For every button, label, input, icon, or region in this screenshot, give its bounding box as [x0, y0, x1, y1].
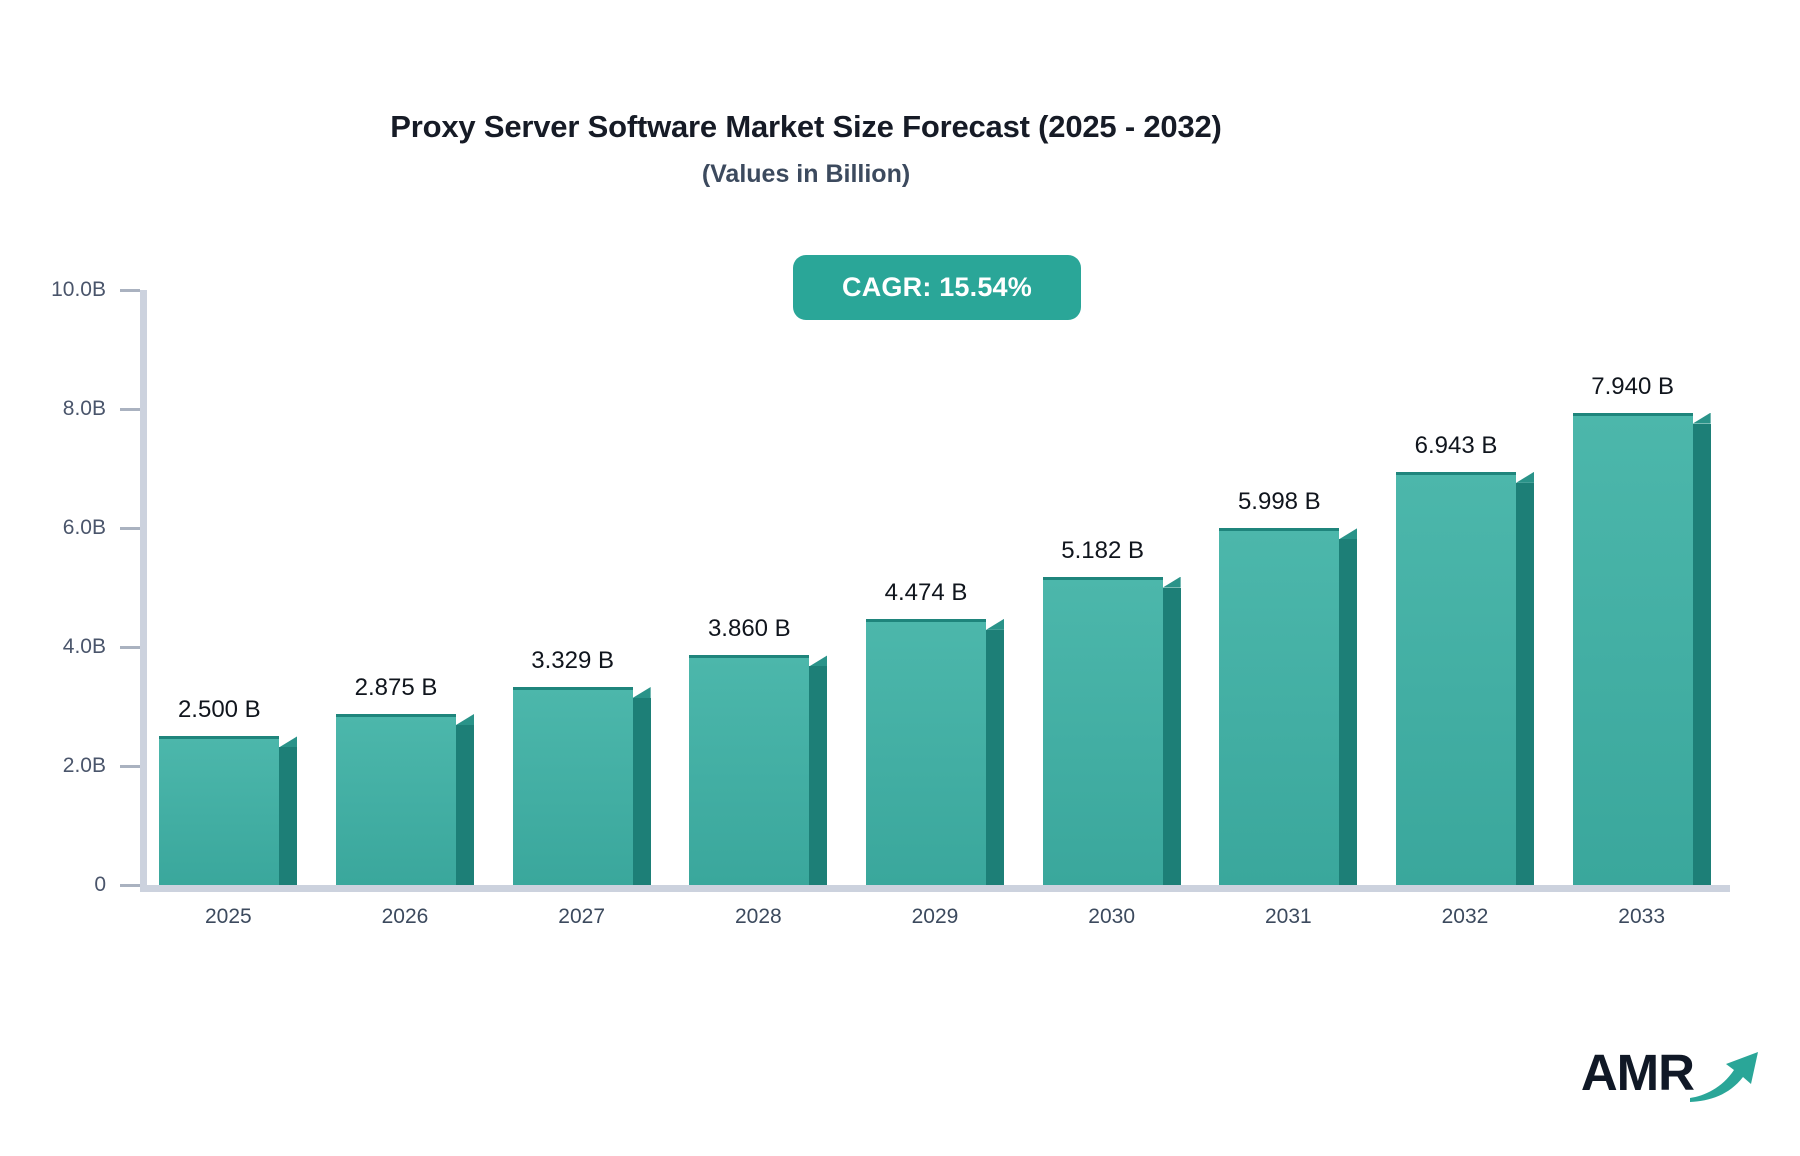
x-axis-label: 2032	[1441, 905, 1489, 928]
y-axis-tick-mark	[120, 645, 140, 649]
y-axis-tick-mark	[120, 526, 140, 530]
bar-front-face	[336, 713, 456, 885]
bar-value-label: 2.500 B	[177, 696, 261, 724]
y-axis-tick-mark	[120, 883, 140, 887]
bar-top-bevel	[456, 713, 474, 725]
y-axis-tick-mark	[120, 764, 140, 768]
bar-side-face	[809, 666, 828, 885]
page-title: Proxy Server Software Market Size Foreca…	[390, 109, 1222, 144]
growth-arrow-icon	[1688, 1046, 1762, 1102]
x-axis-label: 2031	[1264, 905, 1312, 928]
bar[interactable]	[1042, 576, 1181, 885]
bar-column[interactable]: 5.998 B	[1219, 290, 1358, 885]
x-axis-label: 2025	[204, 905, 252, 928]
bar-column[interactable]: 2.500 B	[159, 290, 298, 885]
y-axis-tick-label: 2.0B	[62, 754, 106, 777]
bar-value-label: 3.329 B	[531, 646, 615, 674]
x-axis-label: 2027	[558, 905, 606, 928]
bar-front-face	[1042, 576, 1163, 885]
bar-side-face	[456, 724, 474, 885]
bar[interactable]	[1572, 412, 1711, 885]
bar-front-face	[1396, 471, 1516, 885]
title-block: Proxy Server Software Market Size Foreca…	[0, 108, 1612, 189]
bar-value-label: 2.875 B	[354, 673, 438, 701]
bar[interactable]	[159, 736, 298, 885]
bar-value-label: 6.943 B	[1414, 431, 1498, 459]
bar-column[interactable]: 6.943 B	[1396, 290, 1534, 885]
bar[interactable]	[1219, 528, 1358, 885]
bar[interactable]	[689, 655, 828, 885]
bar-front-face	[1219, 528, 1340, 885]
plot-area: 10.0B 8.0B 6.0B 4.0B 2.0B 0 2.500 B 2.875 B 3.3…	[51, 278, 1730, 896]
y-axis-tick-label: 0	[94, 873, 106, 896]
bar-value-label: 7.940 B	[1591, 372, 1675, 400]
y-axis-tick: 2.0B	[24, 754, 140, 778]
logo-text: AMR	[1580, 1044, 1695, 1101]
x-axis-label: 2029	[911, 905, 959, 928]
bar[interactable]	[1396, 471, 1534, 885]
bar-side-face	[279, 747, 298, 885]
bar-top-bevel	[1162, 576, 1181, 588]
bar-value-label: 5.998 B	[1237, 488, 1321, 516]
y-axis-tick-label: 4.0B	[62, 635, 106, 658]
bar-value-label: 5.182 B	[1061, 536, 1145, 564]
bar-top-bevel	[986, 618, 1004, 630]
bar-top-bevel	[1339, 528, 1358, 540]
bar-side-face	[632, 697, 651, 885]
x-axis-label: 2026	[381, 905, 429, 928]
y-axis-tick: 8.0B	[24, 397, 140, 421]
x-axis-label: 2033	[1618, 905, 1666, 928]
bar-top-bevel	[632, 686, 651, 698]
y-axis-tick-mark	[120, 407, 140, 411]
y-axis-tick: 6.0B	[24, 516, 140, 540]
bar[interactable]	[512, 686, 651, 885]
bar-top-bevel	[1516, 471, 1534, 483]
bar-column[interactable]: 3.329 B	[512, 290, 651, 885]
x-axis-line	[140, 885, 1730, 892]
bar-top-bevel	[279, 736, 298, 748]
bar-front-face	[689, 655, 810, 885]
bar-front-face	[1572, 412, 1693, 885]
y-axis-tick: 4.0B	[24, 635, 140, 659]
bar[interactable]	[336, 713, 474, 885]
bar[interactable]	[866, 618, 1004, 885]
bar-top-bevel	[809, 655, 828, 667]
x-axis-label: 2028	[734, 905, 782, 928]
y-axis-tick-label: 8.0B	[62, 397, 106, 420]
bar-column[interactable]: 5.182 B	[1042, 290, 1181, 885]
bar-front-face	[866, 618, 986, 885]
bar-column[interactable]: 2.875 B	[336, 290, 474, 885]
cagr-badge: CAGR: 15.54%	[793, 255, 1081, 320]
amr-logo: AMR	[1580, 1044, 1762, 1102]
bar-series: 2.500 B 2.875 B 3.329 B 3.860 B 4.474 B 5.182…	[140, 290, 1730, 885]
chart-subtitle: (Values in Billion)	[701, 160, 911, 189]
x-axis-labels: 2025 2026 2027 2028 2029 2030 2031 2032 2033	[140, 905, 1730, 945]
bar-top-bevel	[1692, 412, 1711, 424]
bar-side-face	[986, 629, 1004, 885]
bar-side-face	[1516, 482, 1534, 885]
y-axis-tick: 0	[24, 873, 140, 897]
bar-value-label: 3.860 B	[707, 615, 791, 643]
y-axis-tick-label: 6.0B	[62, 516, 106, 539]
y-axis-line	[140, 290, 147, 885]
bar-column[interactable]: 4.474 B	[866, 290, 1004, 885]
bar-side-face	[1692, 423, 1711, 885]
y-axis-tick-label: 10.0B	[51, 278, 106, 301]
bar-column[interactable]: 7.940 B	[1572, 290, 1711, 885]
bar-side-face	[1339, 539, 1358, 885]
bar-column[interactable]: 3.860 B	[689, 290, 828, 885]
y-axis-tick-mark	[120, 288, 140, 292]
y-axis-tick: 10.0B	[24, 278, 140, 302]
bar-side-face	[1162, 587, 1181, 885]
bar-front-face	[512, 686, 633, 885]
bar-value-label: 4.474 B	[884, 578, 968, 606]
x-axis-label: 2030	[1088, 905, 1136, 928]
bar-front-face	[159, 736, 280, 885]
